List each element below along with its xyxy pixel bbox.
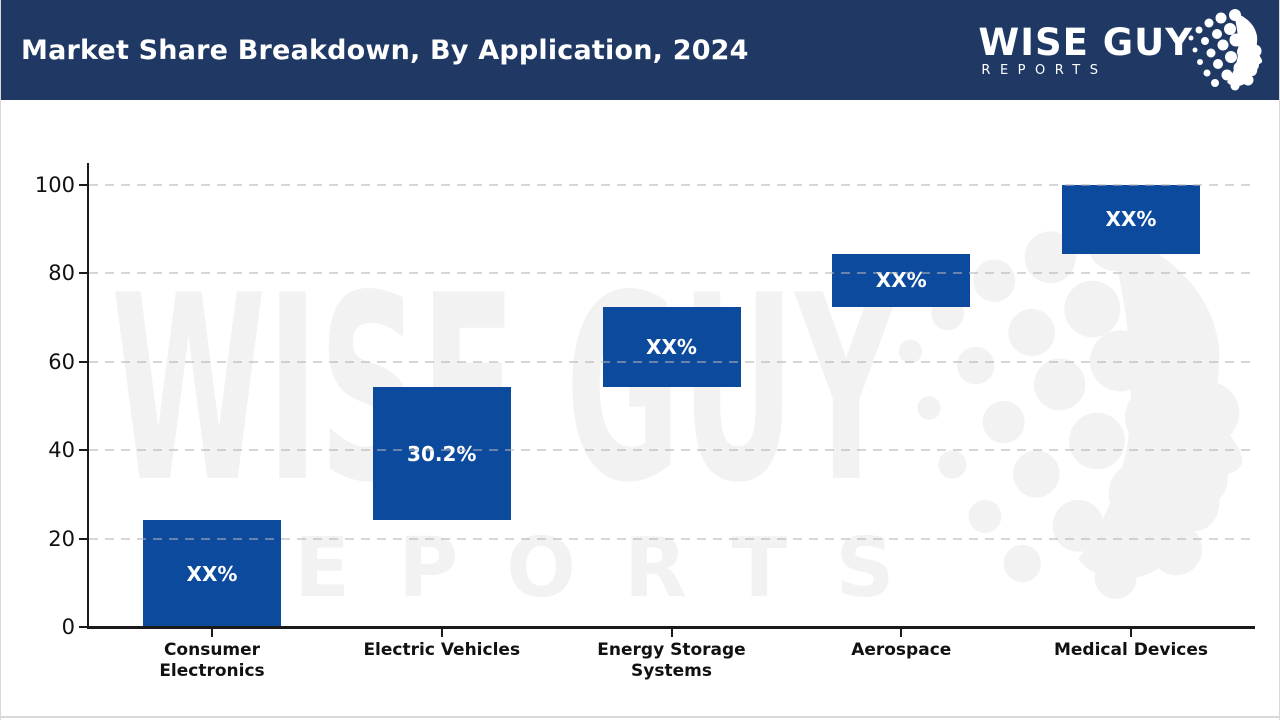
y-tick	[79, 449, 87, 452]
x-category-label: Electric Vehicles	[363, 640, 521, 660]
bar-segment	[832, 253, 971, 307]
bar-value-label: XX%	[646, 334, 697, 359]
bar-value-label: 30.2%	[407, 441, 477, 466]
x-tick	[211, 629, 213, 637]
x-category-label: Consumer Electronics	[159, 640, 265, 682]
bar-value-label: XX%	[875, 268, 927, 293]
y-tick	[79, 184, 87, 186]
bar-segment	[372, 386, 511, 521]
y-tick-label: 40	[48, 438, 75, 463]
logo-subtext: REPORTS	[981, 62, 1108, 78]
x-tick	[1130, 629, 1132, 637]
y-tick-label: 100	[34, 173, 75, 197]
x-category-label: Energy Storage Systems	[597, 640, 746, 682]
y-tick-label: 60	[48, 349, 75, 374]
y-tick	[79, 626, 87, 628]
bar-value-label: XX%	[1105, 207, 1157, 232]
gridline	[89, 360, 1254, 363]
y-tick-label: 80	[48, 261, 75, 286]
x-axis-spine	[87, 626, 1255, 629]
y-tick-label: 20	[48, 526, 75, 551]
gridline	[89, 449, 1254, 452]
x-tick	[900, 629, 903, 637]
y-tick	[79, 537, 87, 540]
chart-title: Market Share Breakdown, By Application, …	[21, 34, 749, 66]
y-axis-spine	[87, 163, 89, 628]
y-tick-label: 0	[61, 615, 75, 639]
logo-text: WISE GUY REPORTS	[978, 24, 1193, 77]
bar-value-label: XX%	[186, 561, 238, 586]
x-category-label: Medical Devices	[1053, 640, 1208, 660]
gridline	[89, 537, 1254, 540]
bar-segment	[1062, 185, 1200, 254]
x-tick	[670, 629, 673, 637]
y-tick	[79, 272, 87, 275]
x-tick	[440, 629, 443, 637]
header: Market Share Breakdown, By Application, …	[1, 0, 1279, 100]
watermark-subtext: REPORTS	[183, 521, 943, 616]
gridline	[89, 184, 1254, 186]
logo-head-icon	[1188, 9, 1263, 91]
bar-segment	[602, 306, 741, 387]
x-category-label: Aerospace	[851, 640, 952, 660]
y-tick	[79, 360, 87, 363]
wiseguy-logo: WISE GUY REPORTS	[978, 6, 1267, 94]
logo-wordmark: WISE GUY	[978, 20, 1193, 64]
bottom-border	[1, 716, 1279, 718]
gridline	[89, 272, 1254, 275]
